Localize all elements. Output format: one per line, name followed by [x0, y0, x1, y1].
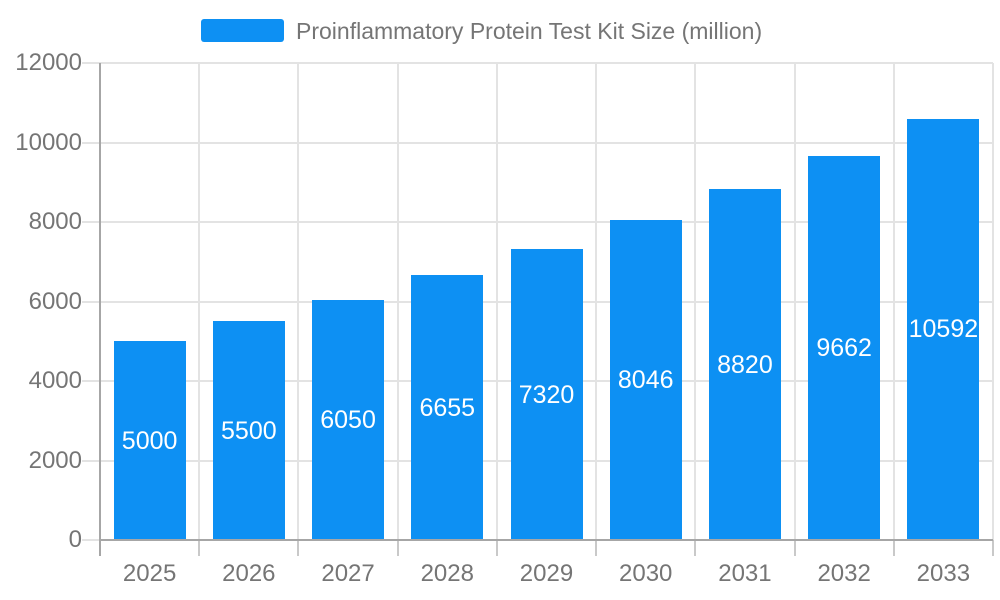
x-axis-tick: [793, 540, 796, 556]
x-gridline: [694, 63, 697, 540]
bar-2027[interactable]: 6050: [312, 299, 385, 540]
x-axis-label: 2031: [718, 560, 772, 587]
bar-2029[interactable]: 7320: [510, 249, 583, 540]
x-axis-label: 2032: [817, 560, 871, 587]
bar-2028[interactable]: 6655: [411, 275, 484, 540]
x-gridline: [495, 63, 498, 540]
x-gridline: [992, 63, 994, 540]
x-axis-tick: [198, 540, 201, 556]
y-axis-label: 12000: [15, 49, 82, 76]
x-gridline: [297, 63, 300, 540]
y-axis-label: 6000: [28, 287, 82, 315]
y-gridline: [82, 62, 993, 64]
x-axis-tick: [694, 540, 697, 556]
bar-value-label: 10592: [908, 315, 979, 344]
bar-2025[interactable]: 5000: [113, 341, 186, 540]
x-axis-tick: [595, 540, 598, 556]
bar-2032[interactable]: 9662: [808, 155, 881, 540]
x-gridline: [396, 63, 399, 540]
y-axis-label: 0: [68, 526, 82, 553]
bar-value-label: 8046: [617, 366, 674, 395]
bar-2033[interactable]: 10592: [907, 118, 980, 540]
x-axis-tick: [992, 540, 994, 556]
x-gridline: [198, 63, 201, 540]
legend[interactable]: Proinflammatory Protein Test Kit Size (m…: [0, 14, 1000, 48]
y-axis-label: 10000: [15, 128, 82, 156]
bar-2026[interactable]: 5500: [212, 321, 285, 540]
bar-value-label: 8820: [717, 350, 773, 379]
x-axis-label: 2029: [519, 560, 574, 587]
x-axis-tick: [495, 540, 498, 556]
x-gridline: [892, 63, 895, 540]
bar-value-label: 6655: [419, 393, 476, 422]
bar-value-label: 9662: [816, 333, 872, 362]
bar-2030[interactable]: 8046: [609, 220, 682, 540]
legend-label[interactable]: Proinflammatory Protein Test Kit Size (m…: [296, 18, 763, 44]
y-gridline: [82, 221, 993, 223]
y-axis-label: 8000: [28, 208, 82, 235]
x-axis-label: 2028: [420, 560, 474, 587]
x-axis-tick: [297, 540, 300, 556]
y-axis-label: 2000: [28, 446, 82, 474]
bar-value-label: 6050: [320, 405, 376, 434]
x-axis-tick: [892, 540, 895, 556]
x-axis-label: 2026: [222, 560, 276, 587]
x-axis-label: 2030: [619, 560, 673, 587]
y-gridline: [82, 141, 993, 144]
x-gridline: [595, 63, 598, 540]
legend-swatch-icon[interactable]: [201, 19, 284, 42]
bar-value-label: 5500: [221, 416, 277, 445]
bar-2031[interactable]: 8820: [708, 189, 781, 540]
x-axis-label: 2033: [916, 560, 971, 587]
bar-value-label: 7320: [518, 380, 575, 409]
x-axis-tick: [396, 540, 399, 556]
bar-value-label: 5000: [121, 426, 178, 455]
y-axis-label: 4000: [28, 367, 82, 394]
x-axis-label: 2027: [321, 560, 375, 587]
x-axis-line: [99, 539, 993, 541]
y-axis-line: [99, 63, 101, 556]
x-axis-label: 2025: [122, 560, 177, 587]
x-gridline: [793, 63, 796, 540]
